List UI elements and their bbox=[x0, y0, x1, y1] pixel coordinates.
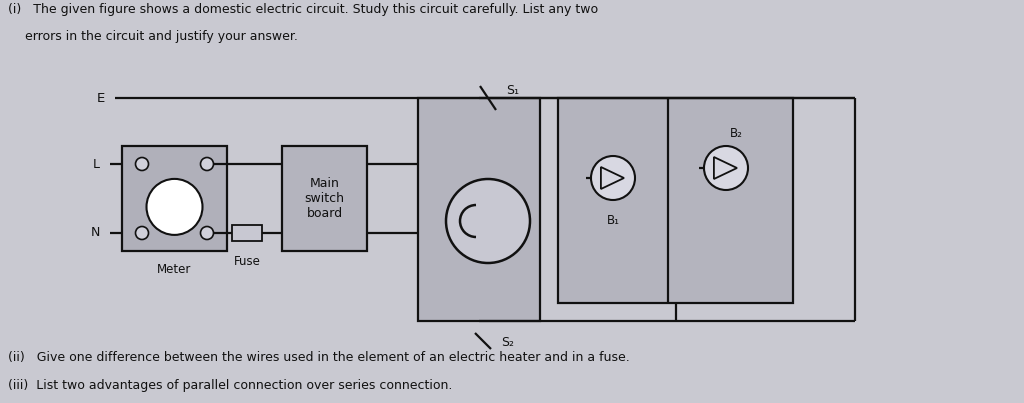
Circle shape bbox=[146, 179, 203, 235]
Bar bbox=[558, 98, 793, 303]
Circle shape bbox=[201, 158, 213, 170]
Circle shape bbox=[446, 179, 530, 263]
Text: L: L bbox=[93, 158, 100, 170]
Bar bbox=[232, 225, 262, 241]
Text: S₂: S₂ bbox=[501, 337, 514, 349]
Text: Fuse: Fuse bbox=[233, 255, 260, 268]
Circle shape bbox=[201, 226, 213, 239]
Circle shape bbox=[591, 156, 635, 200]
Text: S₁: S₁ bbox=[506, 83, 519, 96]
Text: B₂: B₂ bbox=[729, 127, 742, 140]
Text: errors in the circuit and justify your answer.: errors in the circuit and justify your a… bbox=[25, 30, 298, 43]
Text: (ii)   Give one difference between the wires used in the element of an electric : (ii) Give one difference between the wir… bbox=[8, 351, 630, 364]
Text: B₁: B₁ bbox=[606, 214, 620, 227]
Bar bbox=[282, 146, 367, 251]
Text: (iii)  List two advantages of parallel connection over series connection.: (iii) List two advantages of parallel co… bbox=[8, 379, 453, 392]
Text: E: E bbox=[96, 91, 105, 104]
Circle shape bbox=[135, 158, 148, 170]
Text: Meter: Meter bbox=[158, 263, 191, 276]
Text: N: N bbox=[91, 226, 100, 239]
Circle shape bbox=[135, 226, 148, 239]
Text: Main
switch
board: Main switch board bbox=[304, 177, 344, 220]
Bar bbox=[418, 98, 540, 321]
Circle shape bbox=[705, 146, 748, 190]
Text: (i)   The given figure shows a domestic electric circuit. Study this circuit car: (i) The given figure shows a domestic el… bbox=[8, 3, 598, 16]
Bar bbox=[122, 146, 227, 251]
